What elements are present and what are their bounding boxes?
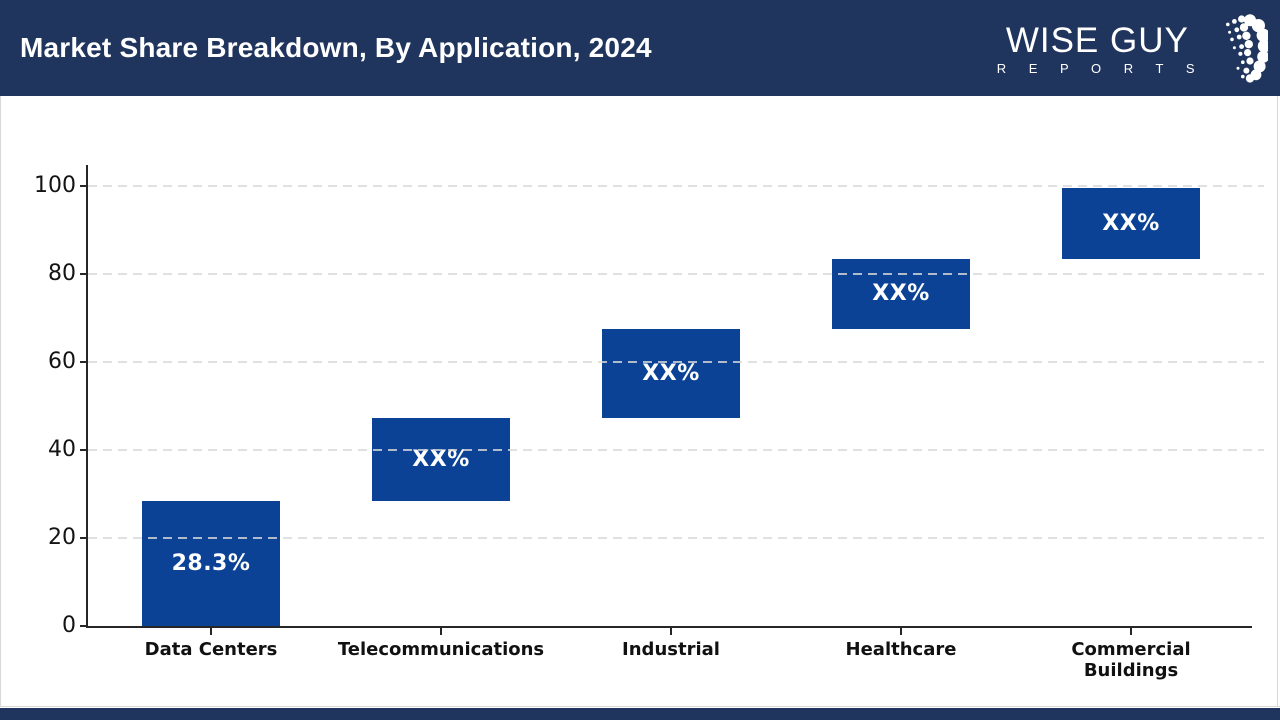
gridline <box>88 184 1264 187</box>
x-category-label: Telecommunications <box>337 639 545 660</box>
y-tick-mark <box>80 272 88 275</box>
bar-segment[interactable]: XX% <box>1062 187 1200 259</box>
x-category-label: Commercial Buildings <box>1071 639 1191 681</box>
x-tick-mark <box>670 627 672 635</box>
y-tick-mark <box>80 448 88 451</box>
bar-value-label: XX% <box>412 447 470 473</box>
y-tick-label: 20 <box>48 524 76 550</box>
gridline <box>88 448 1264 451</box>
page-title: Market Share Breakdown, By Application, … <box>20 32 652 63</box>
x-tick-mark <box>440 627 442 635</box>
bar-segment[interactable]: 28.3% <box>142 501 280 626</box>
header-bar: Market Share Breakdown, By Application, … <box>0 0 1280 96</box>
logo-head-dots-icon <box>1226 14 1268 83</box>
y-tick-label: 80 <box>48 260 76 286</box>
gridline <box>88 360 1264 363</box>
card-bottom-border <box>0 706 1280 707</box>
x-tick-mark <box>210 627 212 635</box>
y-tick-label: 0 <box>62 613 76 638</box>
bar-value-label: XX% <box>872 281 930 307</box>
y-tick-mark <box>80 625 88 627</box>
footer-bar <box>0 708 1280 720</box>
x-axis-line <box>86 626 1252 628</box>
bar-segment[interactable]: XX% <box>602 329 740 418</box>
bar-value-label: XX% <box>642 360 700 386</box>
bar-segment[interactable]: XX% <box>372 418 510 502</box>
bar-value-label: XX% <box>1102 210 1160 236</box>
y-tick-label: 40 <box>48 436 76 462</box>
x-category-label: Industrial <box>622 639 720 660</box>
wiseguy-logo: WISE GUY R E P O R T S <box>991 6 1268 92</box>
y-tick-label: 100 <box>34 172 76 198</box>
gridline <box>88 272 1264 275</box>
bar-value-label: 28.3% <box>171 551 251 577</box>
y-axis-line <box>86 165 88 628</box>
logo-text: WISE GUY R E P O R T S <box>991 21 1204 77</box>
x-category-label: Healthcare <box>845 639 957 660</box>
y-tick-mark <box>80 536 88 539</box>
x-category-label: Data Centers <box>144 639 278 660</box>
gridline <box>88 536 1264 539</box>
y-tick-mark <box>80 360 88 363</box>
logo-wordmark: WISE GUY <box>1005 21 1189 60</box>
bar-segment[interactable]: XX% <box>832 258 970 330</box>
y-tick-mark <box>80 184 88 187</box>
logo-subtext: R E P O R T S <box>996 61 1204 76</box>
y-tick-label: 60 <box>48 348 76 374</box>
x-tick-mark <box>1130 627 1132 635</box>
x-tick-mark <box>900 627 902 635</box>
